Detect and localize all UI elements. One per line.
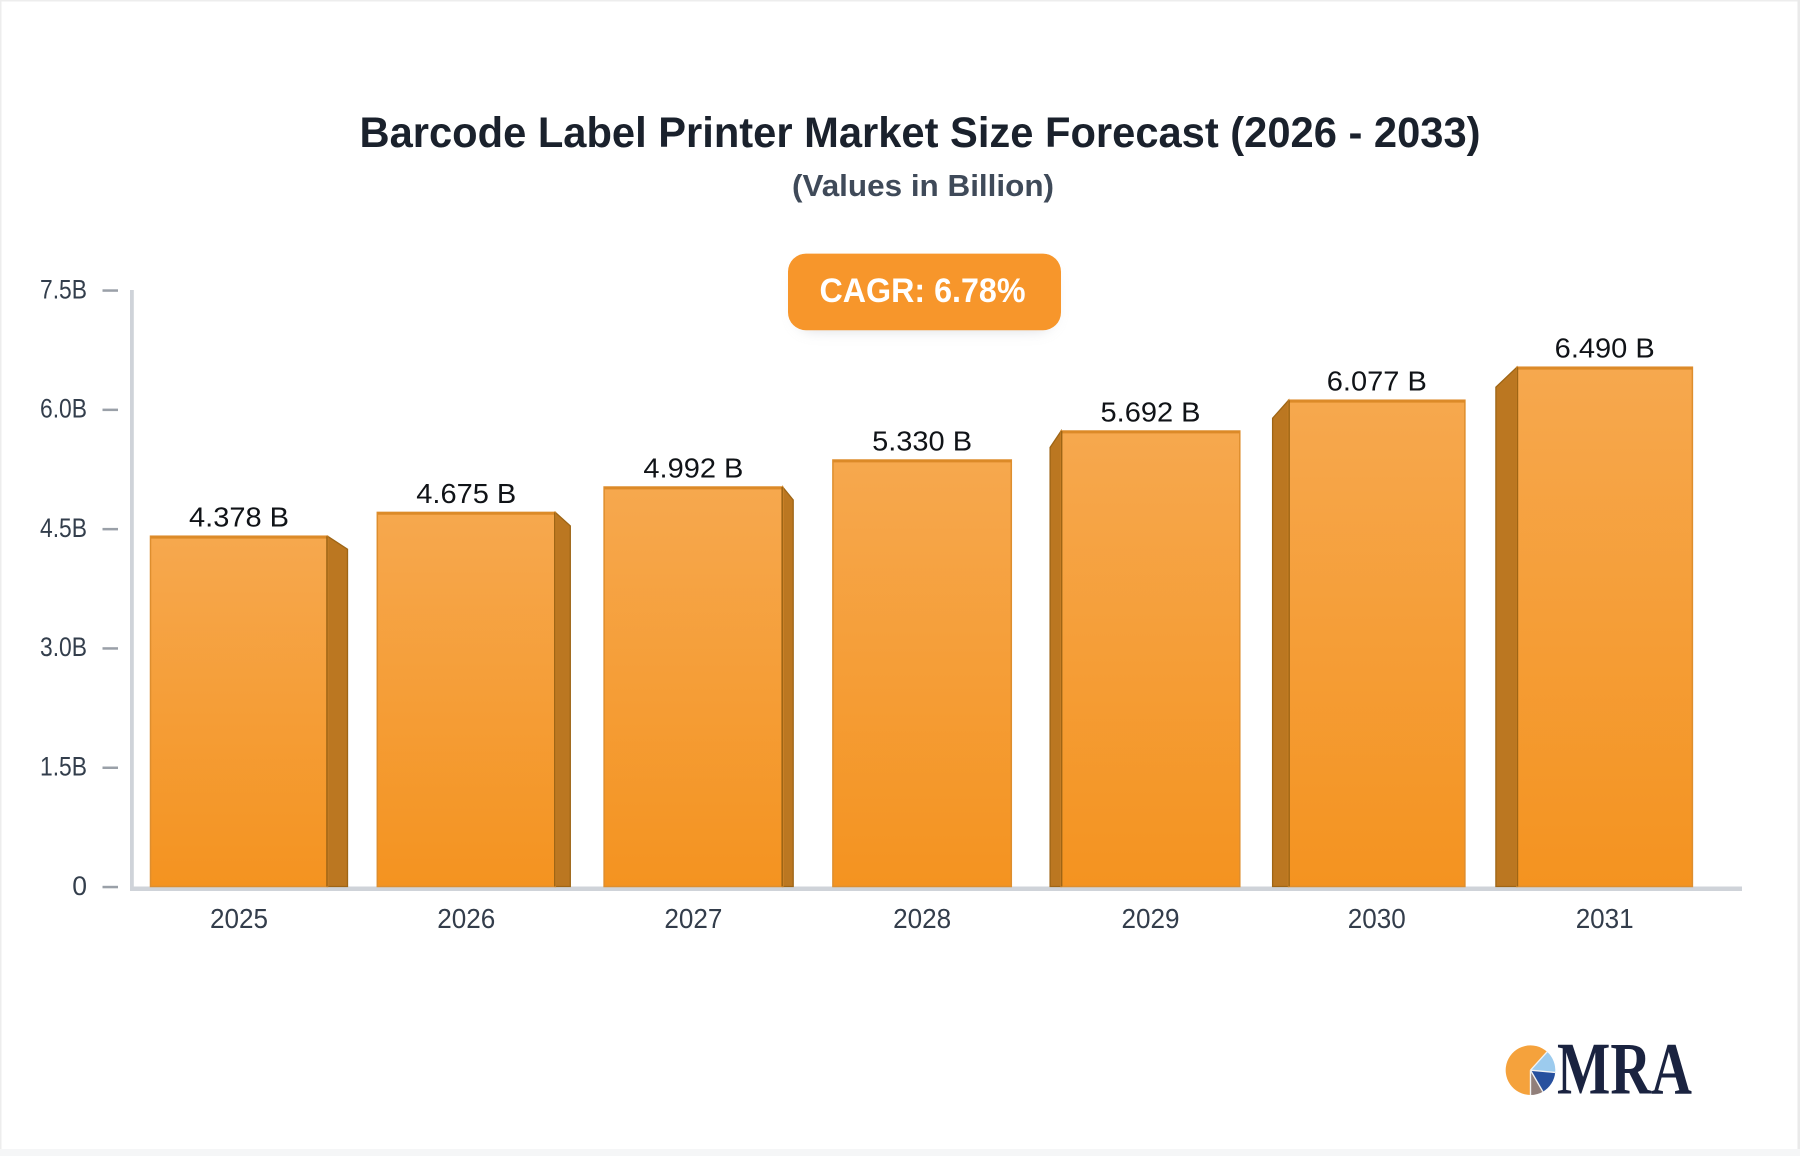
svg-text:2027: 2027	[664, 903, 722, 934]
svg-text:2030: 2030	[1348, 903, 1406, 934]
svg-text:5.330 B: 5.330 B	[872, 426, 972, 457]
svg-text:3.0B: 3.0B	[40, 632, 87, 662]
svg-text:4.378 B: 4.378 B	[189, 502, 289, 533]
svg-text:MRA: MRA	[1557, 1028, 1692, 1110]
svg-text:6.490 B: 6.490 B	[1555, 333, 1655, 364]
svg-text:2028: 2028	[893, 903, 951, 934]
svg-text:2026: 2026	[437, 903, 495, 934]
svg-text:CAGR: 6.78%: CAGR: 6.78%	[820, 272, 1026, 310]
svg-text:(Values in Billion): (Values in Billion)	[792, 168, 1054, 203]
svg-text:6.077 B: 6.077 B	[1327, 366, 1427, 397]
svg-text:0: 0	[72, 871, 87, 901]
svg-text:2025: 2025	[210, 903, 268, 934]
svg-text:2029: 2029	[1122, 903, 1180, 934]
svg-text:4.675 B: 4.675 B	[416, 478, 516, 509]
svg-text:2031: 2031	[1576, 903, 1634, 934]
svg-text:4.992 B: 4.992 B	[643, 453, 743, 484]
svg-text:6.0B: 6.0B	[40, 394, 87, 424]
svg-text:5.692 B: 5.692 B	[1101, 397, 1201, 428]
svg-text:4.5B: 4.5B	[40, 513, 87, 543]
svg-text:Barcode Label Printer Market S: Barcode Label Printer Market Size Foreca…	[360, 109, 1481, 157]
svg-text:1.5B: 1.5B	[40, 752, 87, 782]
svg-text:7.5B: 7.5B	[40, 274, 87, 304]
